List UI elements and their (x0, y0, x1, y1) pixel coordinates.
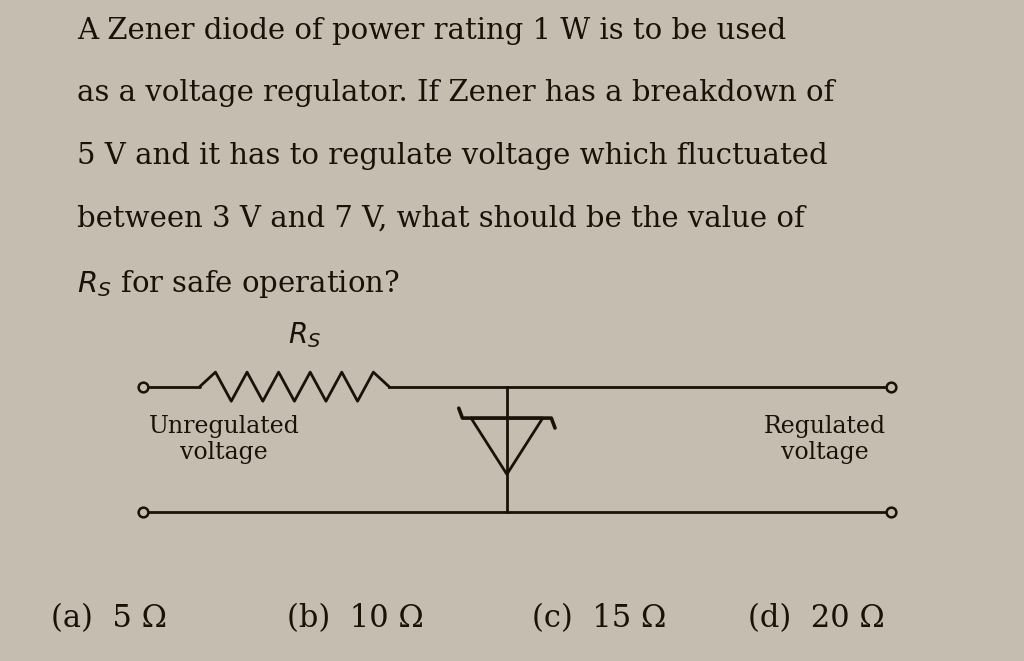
Text: Unregulated
voltage: Unregulated voltage (148, 414, 299, 465)
Text: (c)  15 Ω: (c) 15 Ω (532, 603, 667, 633)
Text: 5 V and it has to regulate voltage which fluctuated: 5 V and it has to regulate voltage which… (77, 142, 827, 170)
Text: (a)  5 Ω: (a) 5 Ω (51, 603, 167, 633)
Text: (b)  10 Ω: (b) 10 Ω (287, 603, 424, 633)
Text: $R_S$ for safe operation?: $R_S$ for safe operation? (77, 268, 399, 299)
Text: A Zener diode of power rating 1 W is to be used: A Zener diode of power rating 1 W is to … (77, 17, 786, 44)
Text: (d)  20 Ω: (d) 20 Ω (748, 603, 885, 633)
Text: as a voltage regulator. If Zener has a breakdown of: as a voltage regulator. If Zener has a b… (77, 79, 835, 107)
Text: $R_S$: $R_S$ (288, 321, 322, 350)
Text: between 3 V and 7 V, what should be the value of: between 3 V and 7 V, what should be the … (77, 205, 805, 233)
Text: Regulated
voltage: Regulated voltage (764, 414, 886, 465)
